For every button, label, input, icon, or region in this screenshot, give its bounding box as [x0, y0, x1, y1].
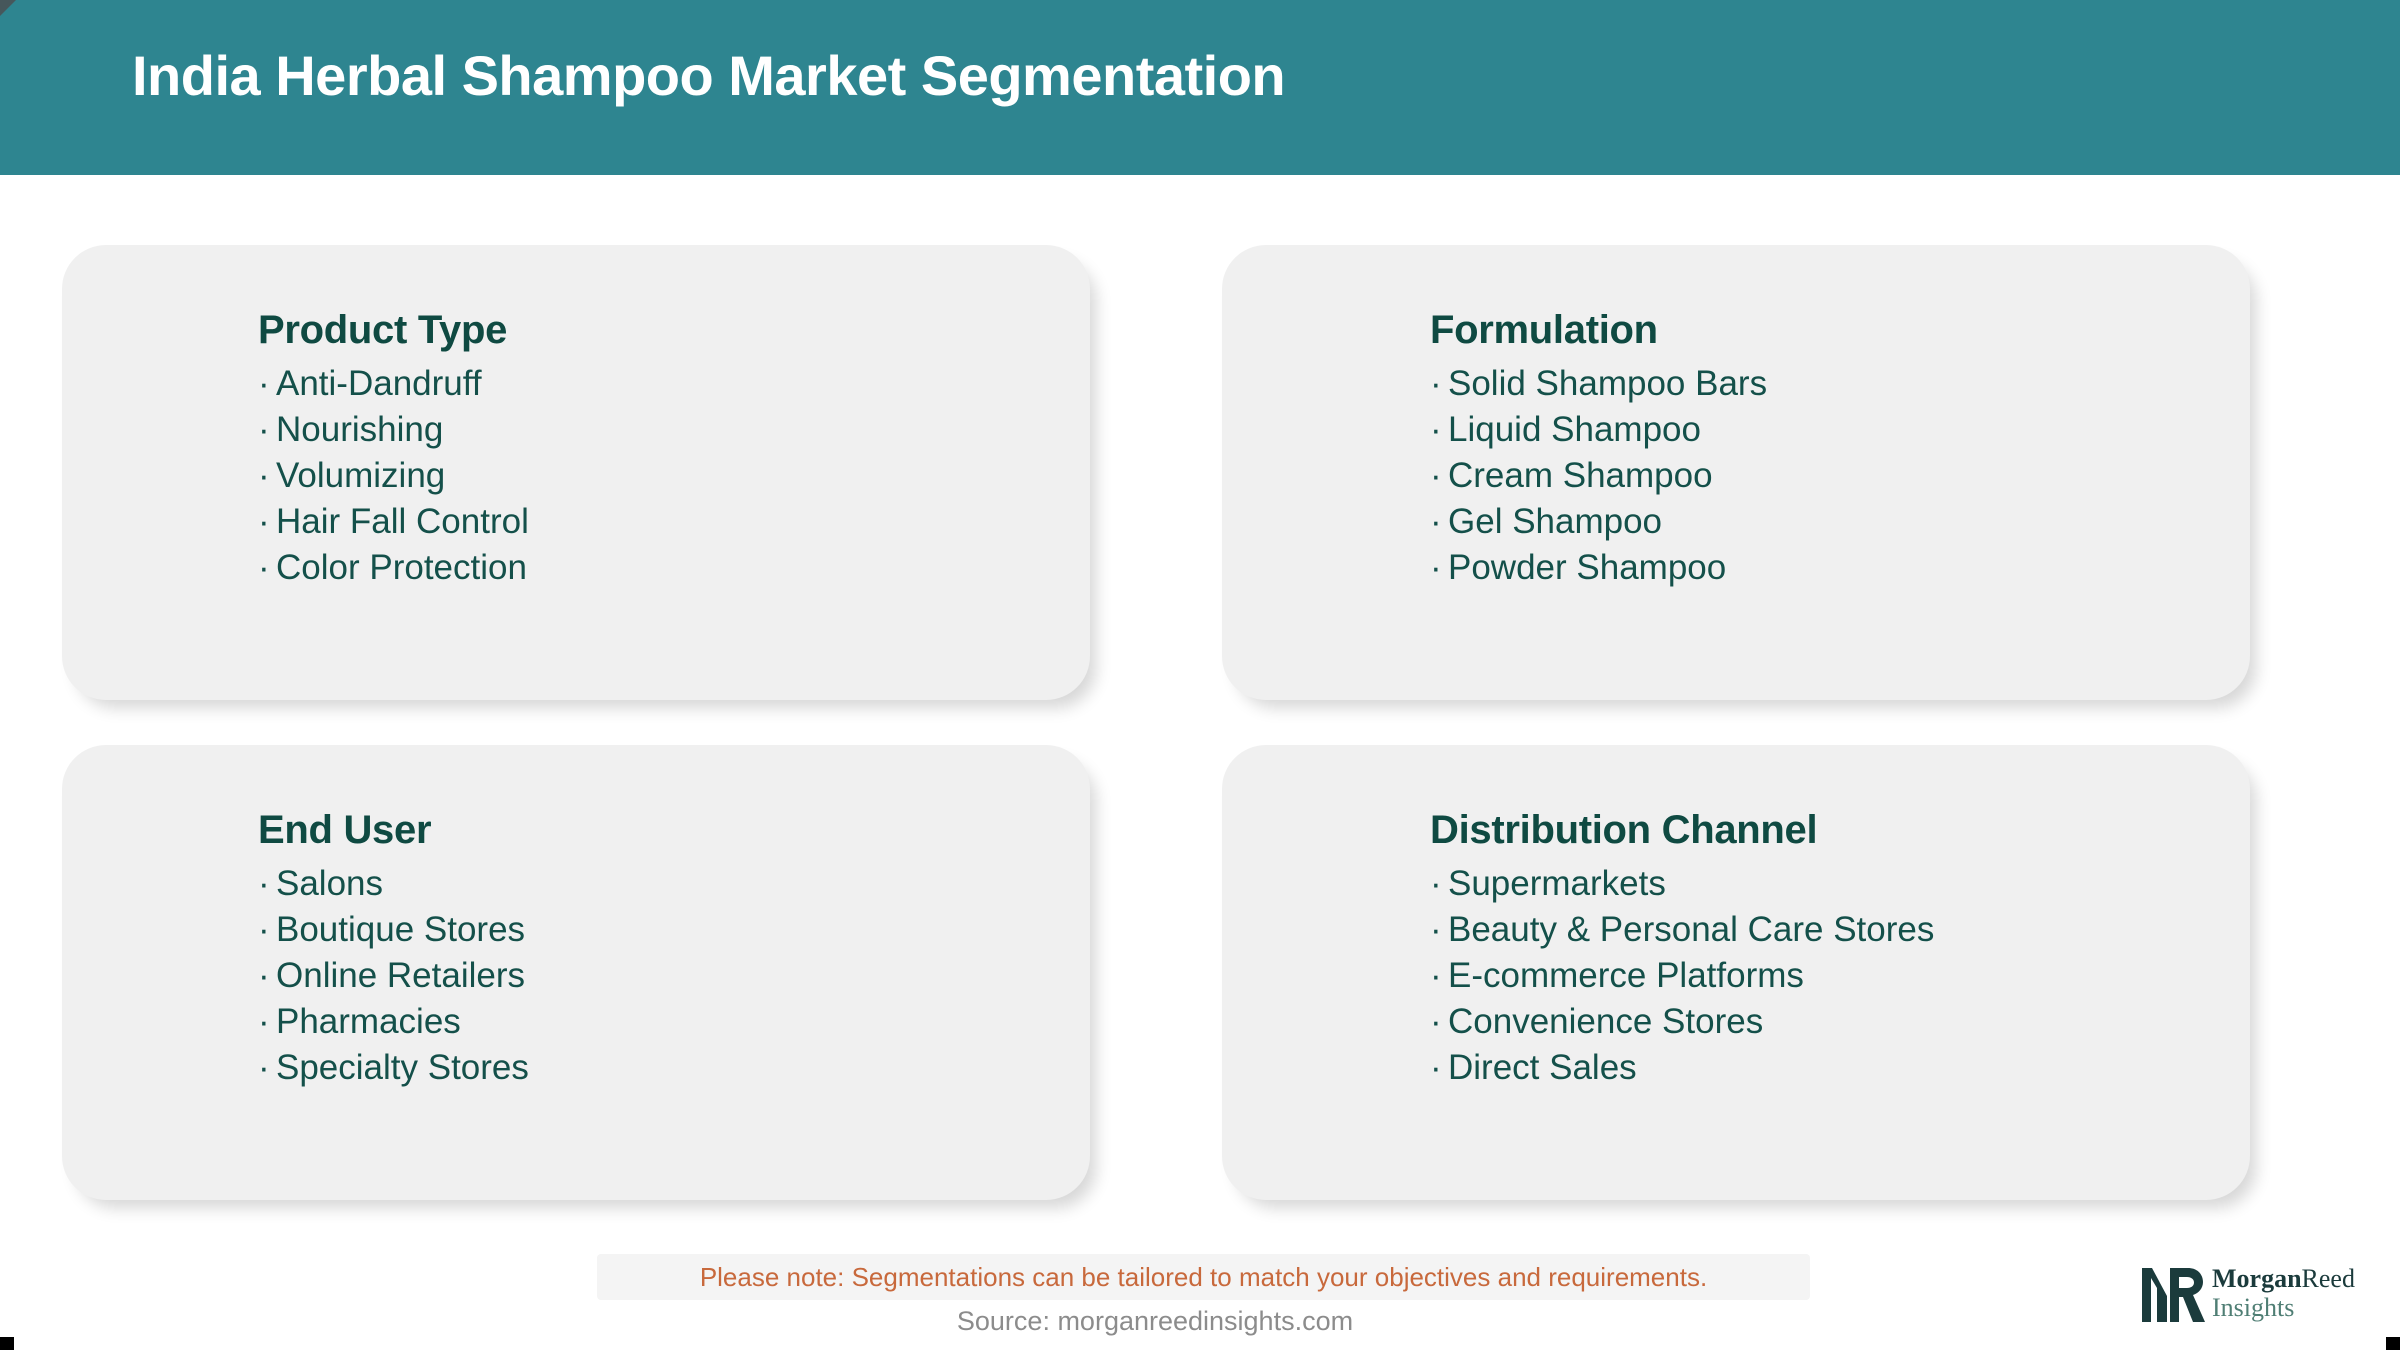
logo-wordmark: MorganReed Insights [2212, 1264, 2355, 1322]
bullet-icon: · [1430, 502, 1442, 541]
bullet-icon: · [258, 502, 270, 541]
list-item-label: Online Retailers [276, 956, 525, 995]
list-item: · Salons [258, 861, 1050, 907]
bullet-icon: · [258, 548, 270, 587]
page-header: India Herbal Shampoo Market Segmentation [0, 0, 2400, 175]
mr-monogram-icon [2142, 1268, 2205, 1322]
logo-name-bold: Morgan [2212, 1264, 2302, 1293]
list-item: · Solid Shampoo Bars [1430, 361, 2210, 407]
segmentation-card-end-user: End User · Salons · Boutique Stores · Onlin… [62, 745, 1090, 1200]
list-item-label: E-commerce Platforms [1448, 956, 1804, 995]
list-item-label: Direct Sales [1448, 1048, 1637, 1087]
list-item: · Nourishing [258, 407, 1050, 453]
card-title: Distribution Channel [1430, 808, 1818, 852]
card-title: Product Type [258, 308, 508, 352]
list-item: · Specialty Stores [258, 1045, 1050, 1091]
list-item-label: Color Protection [276, 548, 527, 587]
corner-fold-decoration [0, 0, 16, 16]
list-item: · Pharmacies [258, 999, 1050, 1045]
list-item-label: Convenience Stores [1448, 1002, 1764, 1041]
bullet-icon: · [258, 364, 270, 403]
list-item: · Beauty & Personal Care Stores [1430, 907, 2210, 953]
list-item-label: Liquid Shampoo [1448, 410, 1701, 449]
list-item-label: Solid Shampoo Bars [1448, 364, 1768, 403]
card-item-list: · Solid Shampoo Bars · Liquid Shampoo · Cre… [1430, 361, 2210, 591]
list-item: · Liquid Shampoo [1430, 407, 2210, 453]
morganreed-insights-logo: MorganReed Insights [2140, 1262, 2370, 1328]
logo-company-name: MorganReed [2212, 1264, 2355, 1293]
card-content: Product Type · Anti-Dandruff · Nourishing … [258, 307, 1050, 591]
logo-tagline: Insights [2212, 1293, 2295, 1322]
card-item-list: · Salons · Boutique Stores · Online Retaile… [258, 861, 1050, 1091]
list-item: · Direct Sales [1430, 1045, 2210, 1091]
bullet-icon: · [1430, 1048, 1442, 1087]
segmentation-card-formulation: Formulation · Solid Shampoo Bars · Liquid … [1222, 245, 2250, 700]
card-content: End User · Salons · Boutique Stores · Onlin… [258, 807, 1050, 1091]
bullet-icon: · [258, 910, 270, 949]
list-item: · Color Protection [258, 545, 1050, 591]
page-title: India Herbal Shampoo Market Segmentation [132, 44, 1286, 107]
list-item: · Online Retailers [258, 953, 1050, 999]
bullet-icon: · [1430, 410, 1442, 449]
list-item: · Powder Shampoo [1430, 545, 2210, 591]
list-item: · Anti-Dandruff [258, 361, 1050, 407]
segmentation-card-product-type: Product Type · Anti-Dandruff · Nourishing … [62, 245, 1090, 700]
bullet-icon: · [258, 864, 270, 903]
bullet-icon: · [258, 1002, 270, 1041]
list-item-label: Volumizing [276, 456, 446, 495]
list-item-label: Cream Shampoo [1448, 456, 1713, 495]
customization-note-banner: Please note: Segmentations can be tailor… [597, 1254, 1810, 1300]
bullet-icon: · [1430, 956, 1442, 995]
logo-name-light: Reed [2301, 1264, 2355, 1293]
card-content: Distribution Channel · Supermarkets · Beau… [1430, 807, 2210, 1091]
bullet-icon: · [258, 456, 270, 495]
list-item-label: Powder Shampoo [1448, 548, 1727, 587]
list-item-label: Nourishing [276, 410, 444, 449]
bullet-icon: · [258, 410, 270, 449]
customization-note-text: Please note: Segmentations can be tailor… [699, 1261, 1708, 1292]
list-item-label: Pharmacies [276, 1002, 461, 1041]
list-item: · Boutique Stores [258, 907, 1050, 953]
card-content: Formulation · Solid Shampoo Bars · Liquid … [1430, 307, 2210, 591]
bullet-icon: · [258, 956, 270, 995]
list-item-label: Hair Fall Control [276, 502, 529, 541]
card-title: Formulation [1430, 308, 1658, 352]
corner-mark-bottom-left [0, 1337, 14, 1350]
list-item: · Supermarkets [1430, 861, 2210, 907]
segmentation-card-grid: Product Type · Anti-Dandruff · Nourishing … [62, 245, 2252, 1200]
bullet-icon: · [1430, 910, 1442, 949]
bullet-icon: · [1430, 456, 1442, 495]
bullet-icon: · [1430, 1002, 1442, 1041]
card-item-list: · Supermarkets · Beauty & Personal Care St… [1430, 861, 2210, 1091]
list-item-label: Gel Shampoo [1448, 502, 1663, 541]
list-item-label: Supermarkets [1448, 864, 1666, 903]
bullet-icon: · [1430, 548, 1442, 587]
list-item: · Convenience Stores [1430, 999, 2210, 1045]
bullet-icon: · [258, 1048, 270, 1087]
list-item: · E-commerce Platforms [1430, 953, 2210, 999]
list-item-label: Anti-Dandruff [276, 364, 482, 403]
bullet-icon: · [1430, 864, 1442, 903]
list-item: · Gel Shampoo [1430, 499, 2210, 545]
list-item-label: Salons [276, 864, 384, 903]
corner-mark-bottom-right [2386, 1337, 2400, 1350]
list-item-label: Specialty Stores [276, 1048, 529, 1087]
list-item: · Cream Shampoo [1430, 453, 2210, 499]
bullet-icon: · [1430, 364, 1442, 403]
card-title: End User [258, 808, 432, 852]
list-item: · Hair Fall Control [258, 499, 1050, 545]
list-item: · Volumizing [258, 453, 1050, 499]
card-item-list: · Anti-Dandruff · Nourishing · Volumizing ·… [258, 361, 1050, 591]
list-item-label: Beauty & Personal Care Stores [1448, 910, 1935, 949]
list-item-label: Boutique Stores [276, 910, 526, 949]
source-attribution: Source: morganreedinsights.com [956, 1306, 1354, 1336]
segmentation-card-distribution-channel: Distribution Channel · Supermarkets · Beau… [1222, 745, 2250, 1200]
